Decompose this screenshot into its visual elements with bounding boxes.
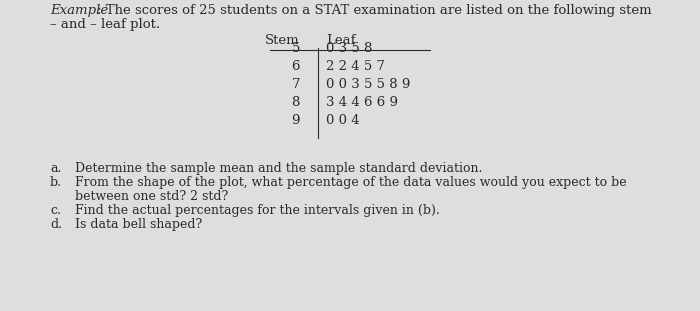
Text: d.: d. bbox=[50, 218, 62, 231]
Text: – and – leaf plot.: – and – leaf plot. bbox=[50, 18, 160, 31]
Text: 5: 5 bbox=[292, 42, 300, 55]
Text: 0 0 4: 0 0 4 bbox=[326, 114, 360, 127]
Text: Is data bell shaped?: Is data bell shaped? bbox=[75, 218, 202, 231]
Text: Stem: Stem bbox=[265, 34, 300, 47]
Text: Determine the sample mean and the sample standard deviation.: Determine the sample mean and the sample… bbox=[75, 162, 482, 175]
Text: Leaf: Leaf bbox=[326, 34, 356, 47]
Text: Find the actual percentages for the intervals given in (b).: Find the actual percentages for the inte… bbox=[75, 204, 440, 217]
Text: 8: 8 bbox=[292, 96, 300, 109]
Text: a.: a. bbox=[50, 162, 62, 175]
Text: 9: 9 bbox=[291, 114, 300, 127]
Text: 3 4 4 6 6 9: 3 4 4 6 6 9 bbox=[326, 96, 398, 109]
Text: 6: 6 bbox=[291, 60, 300, 73]
Text: between one std? 2 std?: between one std? 2 std? bbox=[75, 190, 228, 203]
Text: Example: Example bbox=[50, 4, 108, 17]
Text: 0 3 5 8: 0 3 5 8 bbox=[326, 42, 372, 55]
Text: b.: b. bbox=[50, 176, 62, 189]
Text: 2 2 4 5 7: 2 2 4 5 7 bbox=[326, 60, 385, 73]
Text: c.: c. bbox=[50, 204, 61, 217]
Text: : The scores of 25 students on a STAT examination are listed on the following st: : The scores of 25 students on a STAT ex… bbox=[97, 4, 652, 17]
Text: From the shape of the plot, what percentage of the data values would you expect : From the shape of the plot, what percent… bbox=[75, 176, 626, 189]
Text: 7: 7 bbox=[291, 78, 300, 91]
Text: 0 0 3 5 5 8 9: 0 0 3 5 5 8 9 bbox=[326, 78, 410, 91]
